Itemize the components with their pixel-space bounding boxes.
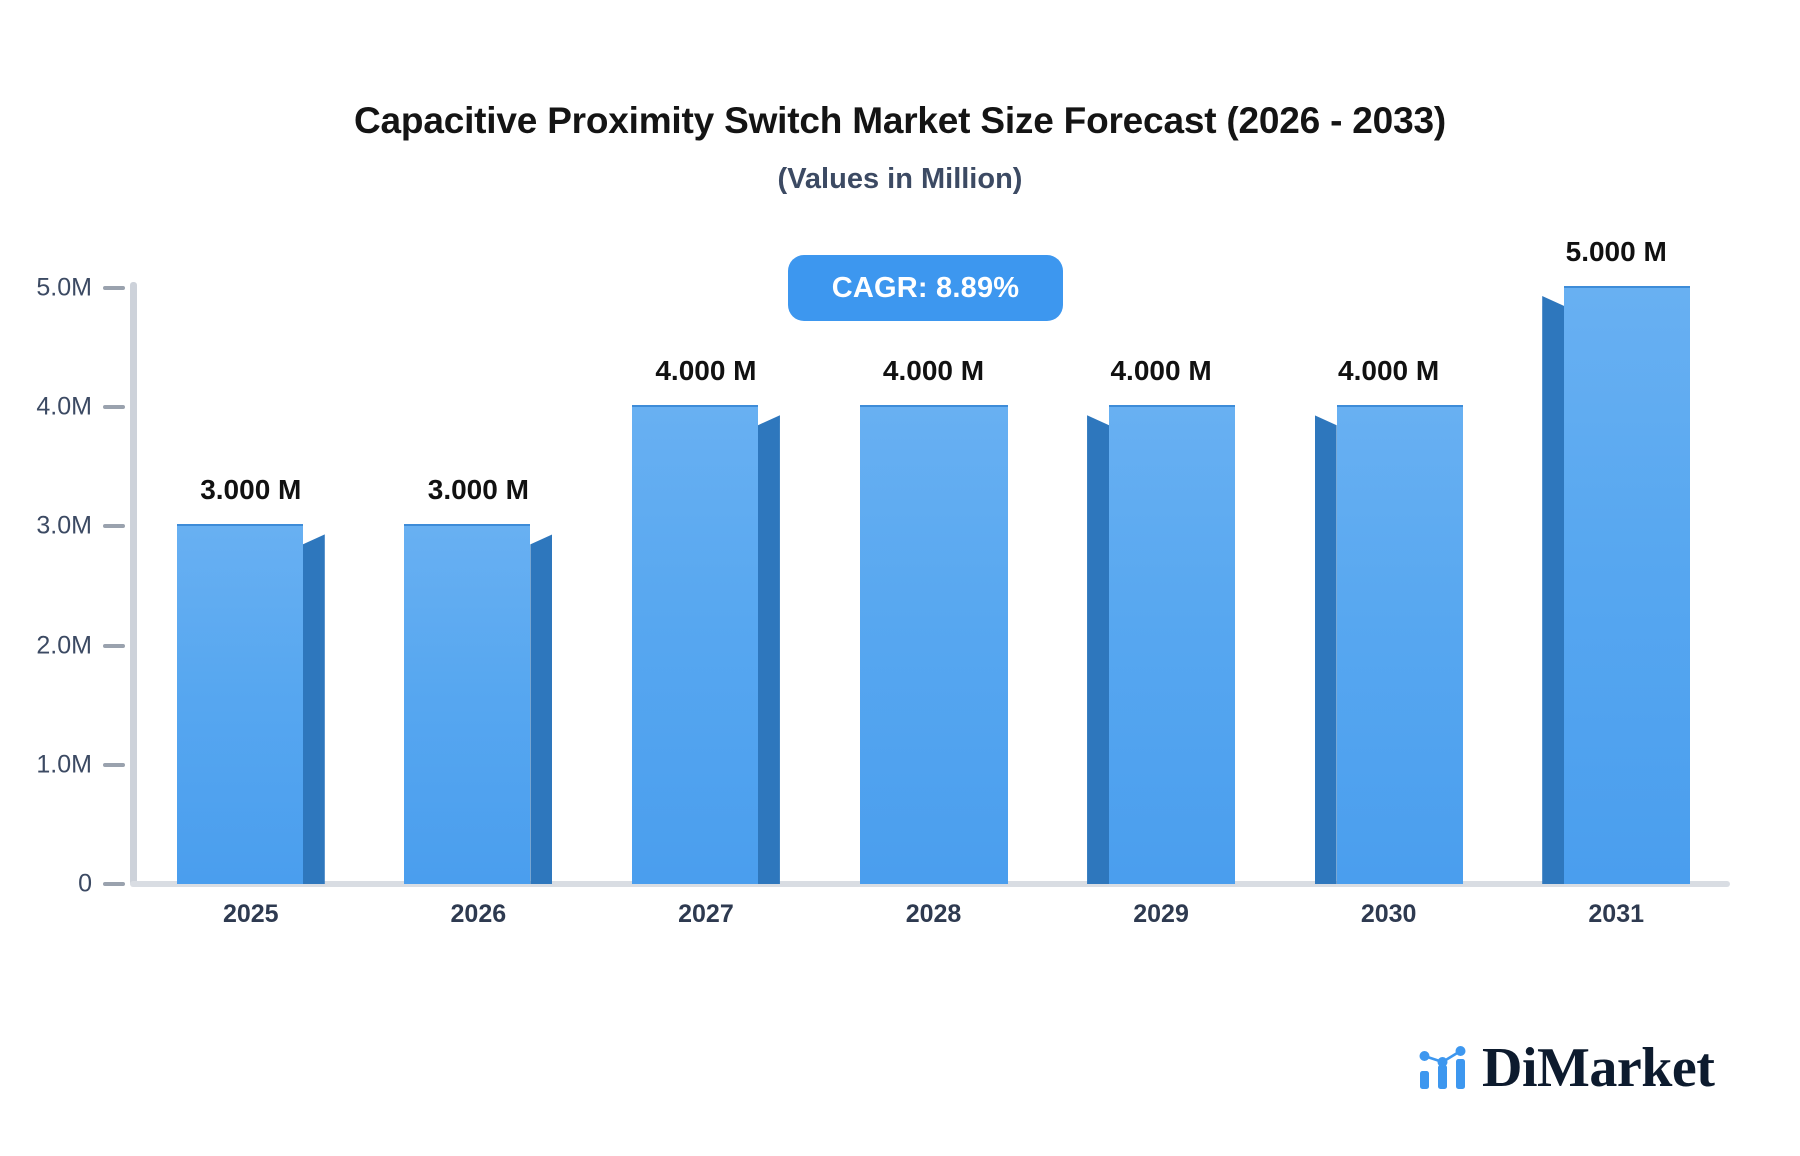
bar-value-label: 3.000 M bbox=[200, 474, 302, 506]
bar-front-face bbox=[859, 405, 1008, 884]
y-axis-line bbox=[130, 282, 137, 886]
x-axis-line bbox=[130, 881, 1730, 887]
bar-side-face bbox=[757, 415, 780, 884]
bar-value-label: 4.000 M bbox=[655, 355, 757, 387]
bar-front-face bbox=[404, 524, 531, 884]
page-title: Capacitive Proximity Switch Market Size … bbox=[354, 100, 1446, 141]
y-axis-tick bbox=[103, 762, 125, 767]
bar-value-label: 4.000 M bbox=[882, 355, 985, 387]
bar-front-face bbox=[1336, 405, 1463, 884]
bar-value-label: 3.000 M bbox=[427, 474, 529, 506]
bar-value-label: 4.000 M bbox=[1110, 355, 1212, 387]
bar-side-face bbox=[1087, 415, 1110, 884]
bar-side-face bbox=[530, 534, 553, 884]
bar-value-label: 5.000 M bbox=[1565, 236, 1667, 267]
cagr-badge-label: CAGR: 8.89% bbox=[831, 271, 1020, 304]
bar-side-face bbox=[1542, 296, 1565, 884]
brand-logo: DiMarket bbox=[1418, 1037, 1715, 1099]
bar[interactable] bbox=[176, 524, 325, 884]
brand-name: DiMarket bbox=[1482, 1037, 1715, 1099]
bar-front-face bbox=[1109, 405, 1236, 884]
bar[interactable] bbox=[631, 405, 780, 884]
x-axis-tick-label: 2028 bbox=[905, 900, 962, 928]
x-axis-tick-label: 2026 bbox=[450, 900, 507, 928]
cagr-badge: CAGR: 8.89% bbox=[788, 255, 1063, 321]
bar[interactable] bbox=[859, 405, 1008, 884]
bar-side-face bbox=[302, 534, 325, 884]
y-axis-tick-label: 2.0M bbox=[36, 631, 92, 660]
x-axis-tick-label: 2031 bbox=[1588, 900, 1645, 928]
dimarket-chart-icon bbox=[1418, 1045, 1468, 1091]
bar-side-face bbox=[1314, 415, 1337, 884]
y-axis-tick bbox=[103, 882, 125, 886]
y-axis-tick bbox=[103, 405, 125, 410]
bar[interactable] bbox=[1087, 405, 1236, 884]
y-axis-tick-label: 3.0M bbox=[36, 511, 92, 540]
y-axis-tick bbox=[103, 286, 125, 290]
bar-front-face bbox=[631, 405, 758, 884]
y-axis-tick bbox=[103, 524, 125, 529]
bar-front-face bbox=[1564, 286, 1691, 884]
bar[interactable] bbox=[1314, 405, 1463, 884]
x-axis-tick-label: 2030 bbox=[1360, 900, 1417, 928]
y-axis-tick bbox=[103, 643, 125, 648]
x-axis-tick-label: 2029 bbox=[1133, 900, 1189, 928]
bar[interactable] bbox=[1542, 286, 1691, 884]
y-axis-tick-label: 1.0M bbox=[36, 750, 92, 779]
chart-subtitle: (Values in Million) bbox=[777, 163, 1023, 195]
y-axis-tick-label: 5.0M bbox=[36, 273, 92, 302]
x-axis-tick-label: 2025 bbox=[222, 900, 279, 928]
bar[interactable] bbox=[404, 524, 553, 884]
y-axis-tick-label: 0 bbox=[78, 869, 92, 898]
bar-front-face bbox=[176, 524, 303, 884]
x-axis-tick-label: 2027 bbox=[678, 900, 734, 928]
bar-value-label: 4.000 M bbox=[1338, 355, 1440, 387]
y-axis-tick-label: 4.0M bbox=[36, 392, 92, 421]
